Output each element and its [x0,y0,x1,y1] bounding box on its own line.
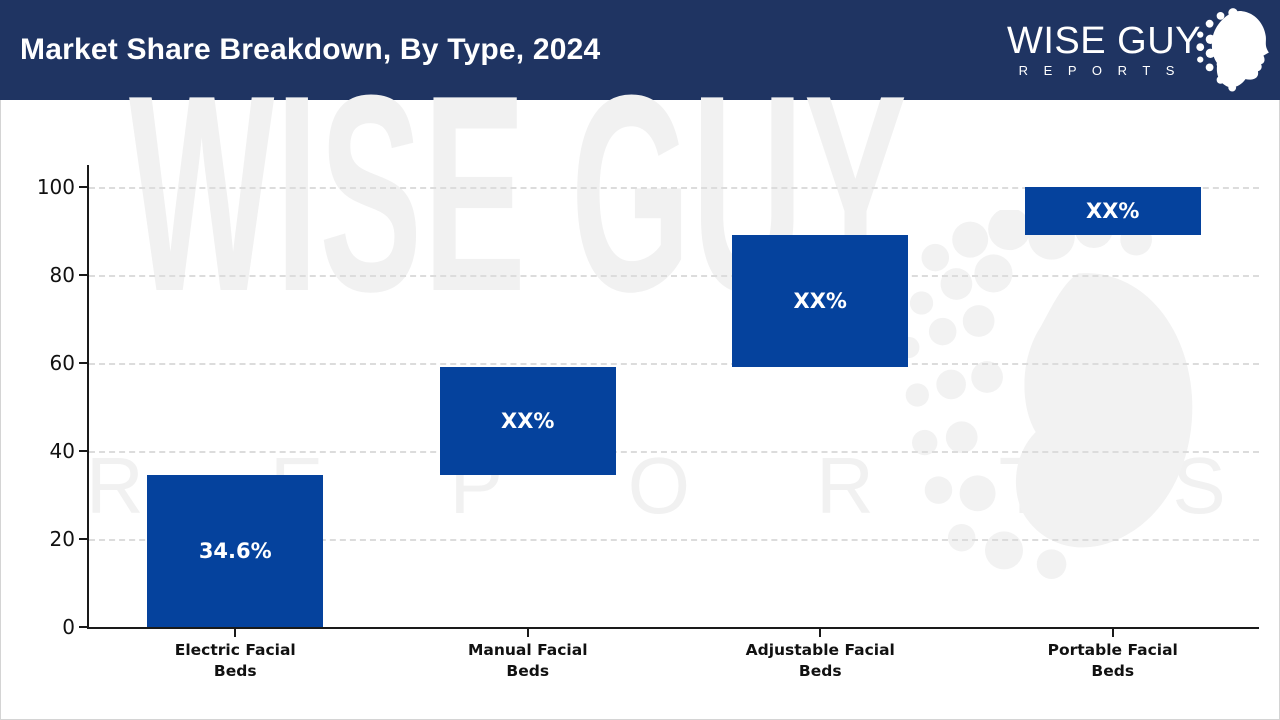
y-tick-label: 80 [49,263,75,287]
category-label: Adjustable Facial Beds [745,641,895,680]
y-tick-label: 100 [36,175,75,199]
x-tick-mark [234,629,237,637]
page-title: Market Share Breakdown, By Type, 2024 [20,33,601,66]
y-tick-label: 0 [62,615,75,639]
x-tick-mark [1111,629,1114,637]
y-tick-label: 20 [49,527,75,551]
y-tick-mark [79,362,87,364]
y-tick-label: 40 [49,439,75,463]
y-tick-label: 60 [49,351,75,375]
category-label: Electric Facial Beds [174,641,296,680]
y-axis-line [87,165,89,629]
gridline [89,539,1259,541]
bar-portable-facial-beds: XX% [1024,187,1201,236]
x-tick-mark [819,629,822,637]
brand-logo-text: WISE GUY R E P O R T S [1007,20,1202,78]
plot-area: 34.6% XX% XX% XX% [89,187,1259,627]
category-label: Portable Facial Beds [1047,641,1178,680]
header-bar: Market Share Breakdown, By Type, 2024 WI… [0,0,1280,100]
y-tick-mark [79,450,87,452]
brand-subname: R E P O R T S [1018,63,1181,78]
y-tick-mark [79,274,87,276]
gridline [89,275,1259,277]
bar-electric-facial-beds: 34.6% [147,474,324,627]
y-tick-mark [79,186,87,188]
bar-manual-facial-beds: XX% [439,366,616,475]
y-tick-mark [79,538,87,540]
bar-value-label: XX% [1086,199,1140,224]
bar-adjustable-facial-beds: XX% [732,235,909,367]
x-axis-line [87,627,1259,629]
category-label: Manual Facial Beds [467,641,588,680]
brand-logo: WISE GUY R E P O R T S [1007,6,1272,94]
gridline [89,363,1259,365]
bar-value-label: XX% [793,288,847,313]
gridline [89,451,1259,453]
wiseguy-head-icon [1196,8,1269,92]
bar-value-label: XX% [501,408,555,433]
x-tick-mark [526,629,529,637]
gridline [89,187,1259,189]
y-tick-mark [79,626,87,628]
brand-name: WISE GUY [1007,20,1202,62]
bar-value-label: 34.6% [198,538,272,563]
